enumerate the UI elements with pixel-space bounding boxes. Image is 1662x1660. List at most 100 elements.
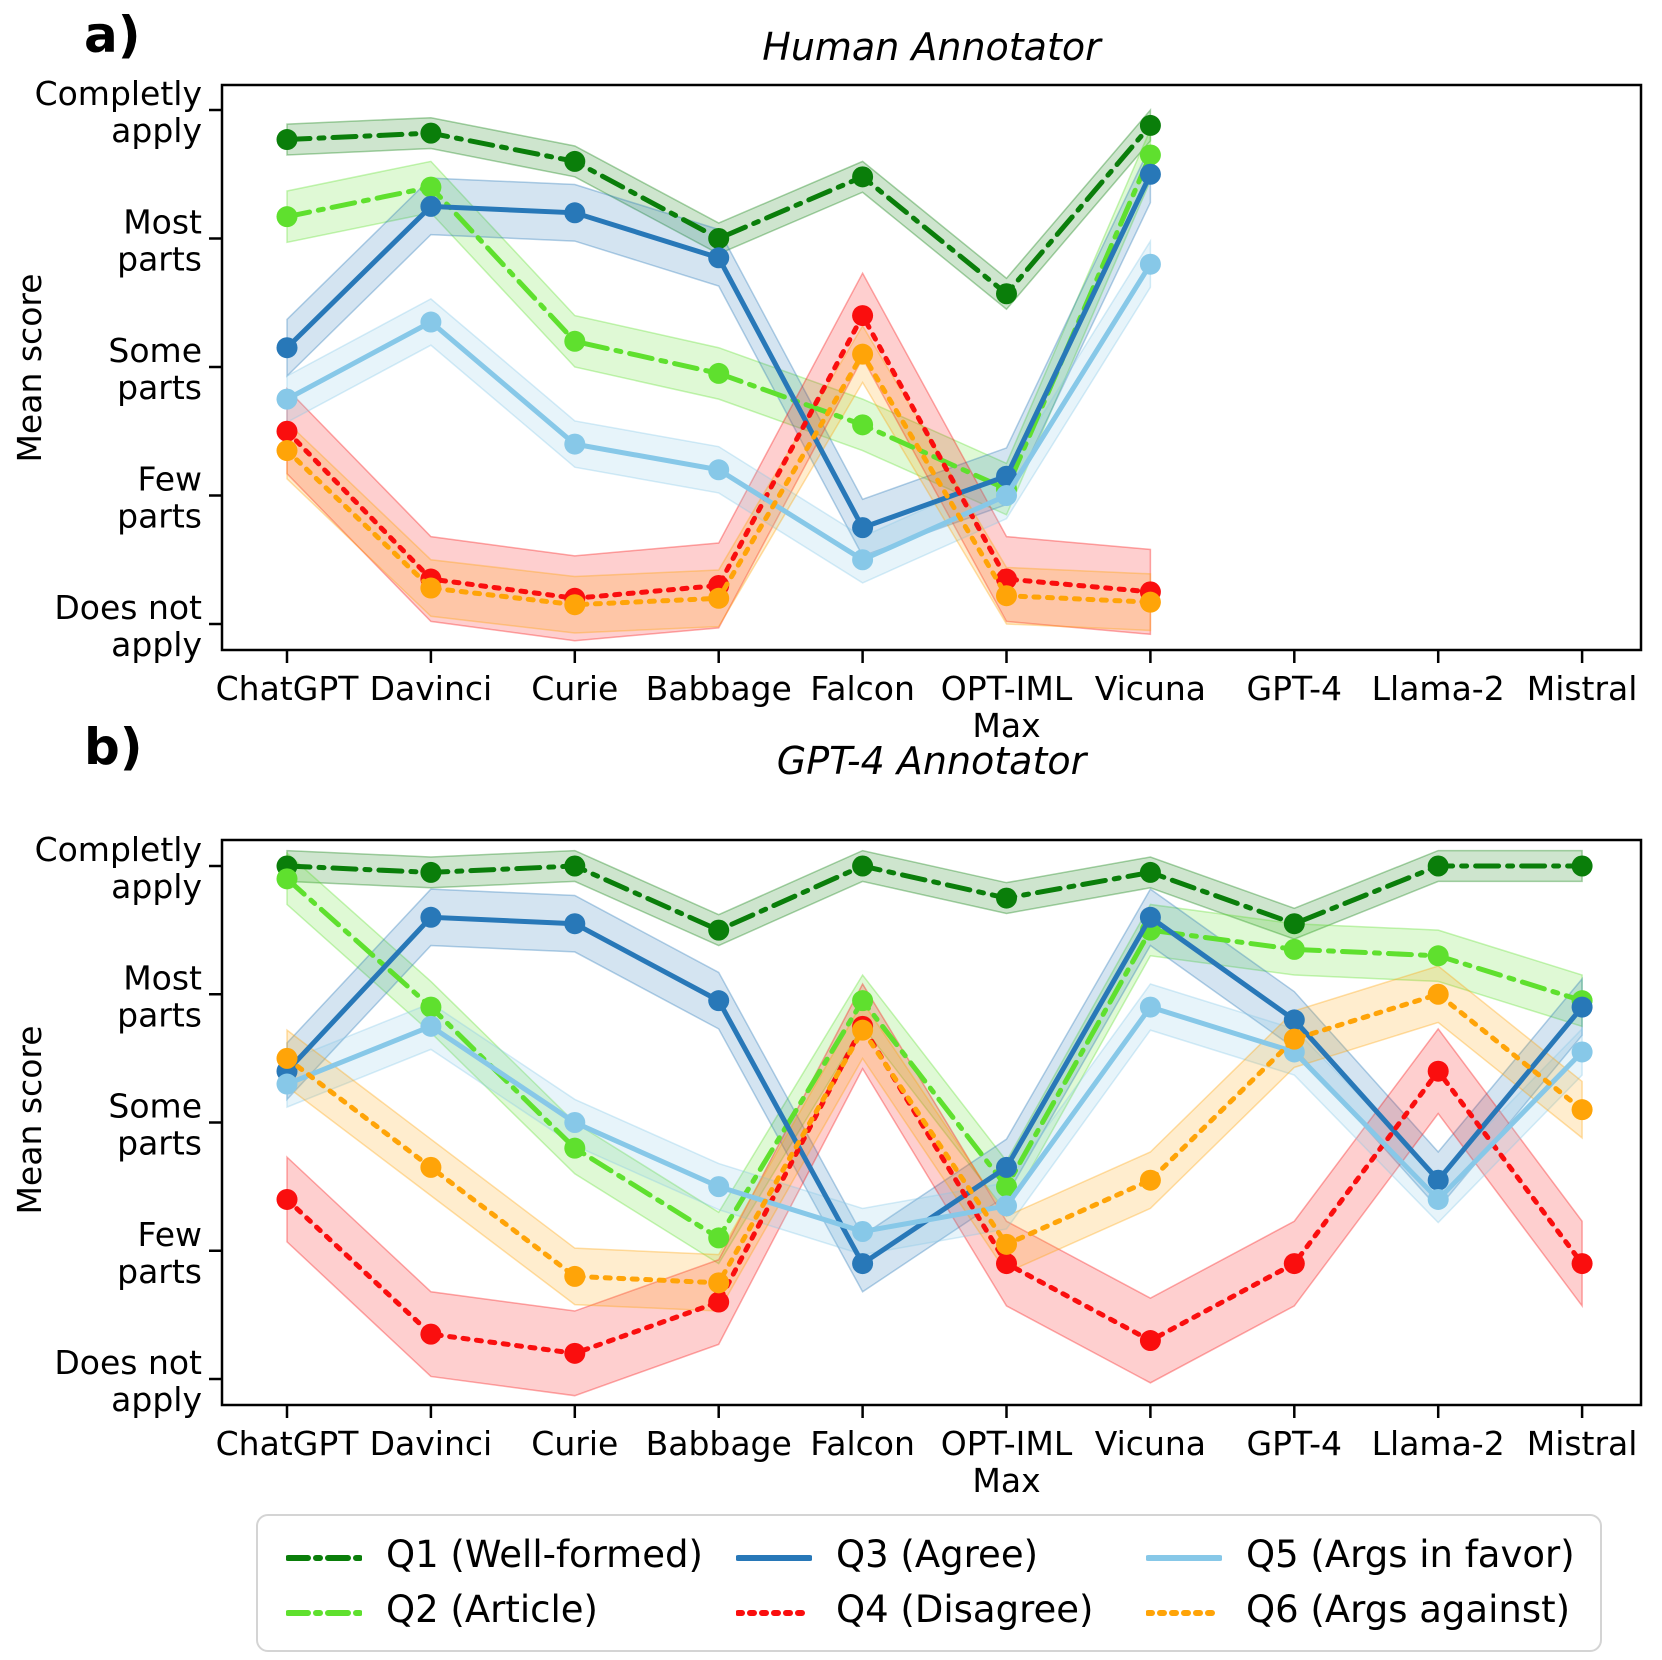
legend-item-q6: Q6 (Args against) (1145, 1588, 1575, 1631)
y-tick-label: Some (108, 331, 202, 370)
y-tick-label: Completly (35, 74, 202, 113)
data-point-q2 (708, 362, 730, 384)
data-point-q3 (996, 1156, 1017, 1178)
legend-label-q1: Q1 (Well-formed) (386, 1533, 703, 1576)
data-point-q4 (1139, 1330, 1161, 1352)
q3-line-swatch (735, 1549, 813, 1561)
data-point-q5 (276, 388, 298, 410)
data-point-q5 (1139, 253, 1161, 275)
legend-label-q6: Q6 (Args against) (1246, 1588, 1571, 1631)
band-q5 (286, 238, 1152, 584)
data-point-q2 (564, 330, 586, 352)
x-tick-label: Babbage (646, 1424, 792, 1463)
band-q5 (286, 983, 1583, 1256)
q5-line-swatch (1145, 1549, 1223, 1561)
data-point-q6 (852, 343, 874, 365)
x-tick-label: Vicuna (1095, 1424, 1206, 1463)
legend-label-q5: Q5 (Args in favor) (1246, 1533, 1575, 1576)
data-point-q1 (708, 228, 730, 249)
data-point-q3 (708, 247, 730, 269)
y-tick-label: parts (117, 1124, 202, 1163)
data-point-q2 (1427, 945, 1449, 967)
y-tick-label: parts (117, 497, 202, 536)
data-point-q3 (1571, 996, 1593, 1018)
data-point-q1 (852, 166, 874, 188)
data-point-q2 (276, 868, 298, 890)
data-point-q6 (1139, 591, 1161, 613)
y-tick-label: apply (111, 111, 202, 150)
data-point-q4 (996, 1253, 1017, 1275)
data-point-q6 (996, 585, 1017, 607)
band-q1 (286, 107, 1152, 311)
band-q3 (286, 887, 1583, 1293)
data-point-q2 (420, 176, 442, 198)
data-point-q4 (420, 1323, 442, 1345)
x-tick-label: Llama-2 (1372, 1424, 1505, 1463)
data-point-q3 (564, 202, 586, 224)
series-q6 (276, 983, 1593, 1294)
x-tick-label: Mistral (1527, 669, 1638, 708)
data-point-q2 (564, 1137, 586, 1159)
series-q3 (276, 163, 1161, 539)
legend-item-q3: Q3 (Agree) (735, 1536, 1136, 1573)
y-tick-label: Some (108, 1087, 202, 1126)
data-point-q5 (564, 433, 586, 455)
data-point-q6 (276, 1047, 298, 1069)
band-q4 (286, 982, 1583, 1397)
data-point-q5 (708, 459, 730, 481)
data-point-q5 (1427, 1188, 1449, 1210)
data-point-q3 (996, 465, 1017, 487)
legend-item-q1: Q1 (Well-formed) (285, 1533, 726, 1576)
q2-line-swatch (285, 1604, 363, 1616)
data-point-q2 (996, 1176, 1017, 1198)
human-annotator-chart: Does notapplyFewpartsSomepartsMostpartsC… (35, 74, 1643, 745)
data-point-q3 (852, 1253, 874, 1275)
data-point-q3 (420, 195, 442, 217)
data-point-q4 (276, 420, 298, 442)
y-tick-label: Most (123, 958, 202, 997)
legend-item-q5: Q5 (Args in favor) (1145, 1533, 1575, 1576)
band-q6 (286, 965, 1583, 1312)
data-point-q2 (852, 414, 874, 436)
y-tick-label: parts (117, 368, 202, 407)
x-tick-label: Vicuna (1095, 669, 1206, 708)
y-tick-label: Completly (35, 830, 202, 869)
gpt4-annotator-chart: Does notapplyFewpartsSomepartsMostpartsC… (35, 830, 1643, 1500)
data-point-q1 (420, 122, 442, 144)
x-tick-label: Mistral (1527, 1424, 1638, 1463)
series-q2 (276, 868, 1593, 1249)
y-tick-label: Does not (54, 588, 202, 627)
x-tick-label: GPT-4 (1247, 669, 1343, 708)
x-tick-label: Falcon (810, 1424, 915, 1463)
data-point-q5 (852, 549, 874, 571)
x-tick-label: ChatGPT (216, 669, 360, 708)
data-point-q3 (1139, 906, 1161, 928)
data-point-q5 (996, 485, 1017, 506)
y-tick-label: parts (117, 1252, 202, 1291)
q4-line-swatch (735, 1604, 813, 1616)
panel-b-title: GPT-4 Annotator (776, 739, 1087, 783)
band-q6 (286, 324, 1152, 634)
data-point-q1 (1139, 114, 1161, 136)
band-q2 (286, 851, 1583, 1265)
x-tick-label: GPT-4 (1247, 1424, 1343, 1463)
confidence-bands (286, 107, 1152, 642)
x-tick-label: ChatGPT (216, 1424, 360, 1463)
series-q1 (276, 855, 1593, 941)
data-point-q5 (1571, 1041, 1593, 1063)
panel-b-label: b) (84, 718, 143, 776)
band-q1 (286, 849, 1583, 947)
x-tick-label: Davinci (370, 669, 493, 708)
legend-item-q4: Q4 (Disagree) (735, 1591, 1136, 1628)
x-tick-label: Babbage (646, 669, 792, 708)
data-point-q2 (276, 206, 298, 228)
y-tick-label: apply (111, 625, 202, 664)
data-point-q1 (1427, 855, 1449, 877)
panel-a-label: a) (84, 6, 141, 64)
data-point-q3 (852, 517, 874, 539)
data-point-q6 (1571, 1099, 1593, 1121)
data-point-q6 (852, 1019, 874, 1041)
panel-a-title: Human Annotator (762, 25, 1101, 69)
legend: Q1 (Well-formed) Q3 (Agree) Q5 (Args in … (256, 1514, 1602, 1652)
q1-line-swatch (285, 1549, 363, 1561)
